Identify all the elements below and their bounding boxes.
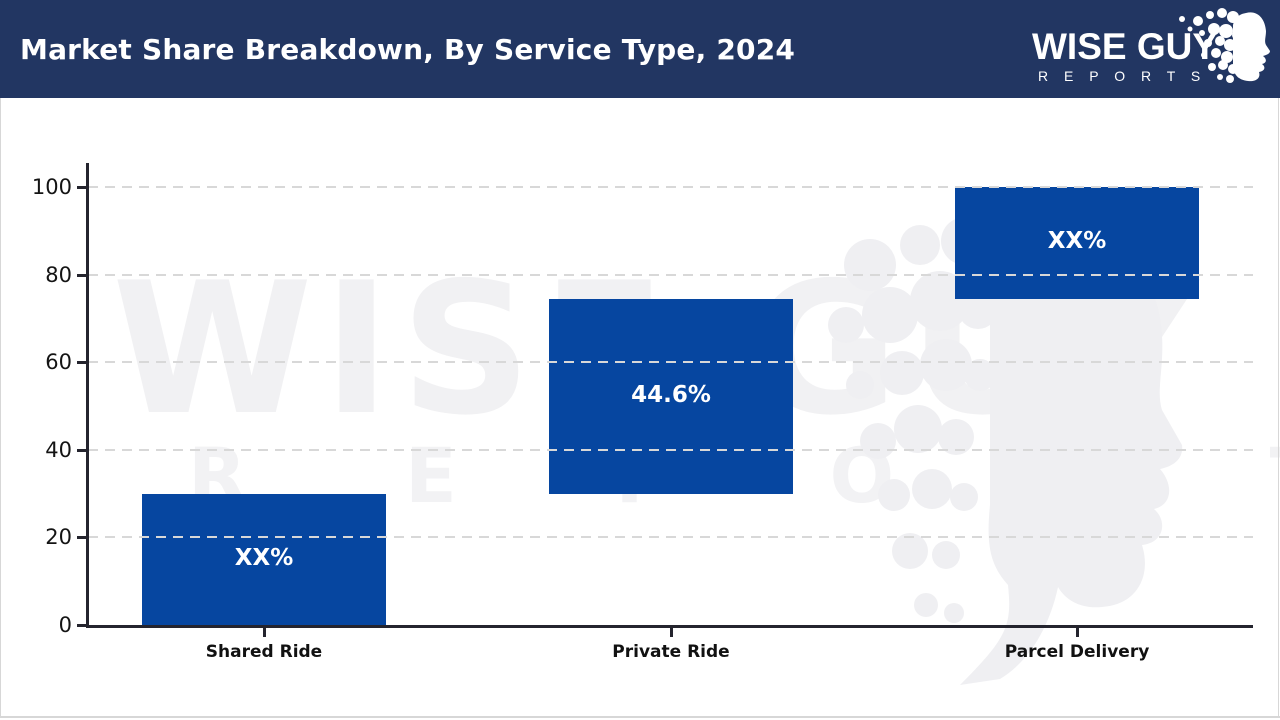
x-tick-mark-1 [669, 628, 673, 637]
gridline-40 [88, 448, 1253, 451]
logo-text-line1: WISE GUY [1032, 26, 1217, 67]
y-axis-line [86, 163, 89, 628]
gridline-20 [88, 536, 1253, 539]
y-tick-mark-60 [77, 361, 86, 365]
y-tick-mark-0 [77, 624, 86, 627]
chart-title: Market Share Breakdown, By Service Type,… [20, 32, 796, 66]
gridline-100 [88, 186, 1253, 188]
chart-area: XX% 44.6% XX% 0 20 40 60 80 100 Shared Ride Priv… [0, 98, 1280, 720]
x-category-label-private-ride: Private Ride [612, 642, 730, 662]
bar-parcel-delivery: XX% [955, 187, 1199, 300]
gridline-80 [88, 273, 1253, 276]
gridline-60 [88, 361, 1253, 364]
y-tick-label-100: 100 [31, 175, 72, 199]
x-axis-line [86, 625, 1253, 628]
bar-value-label: XX% [1047, 228, 1107, 255]
y-tick-label-20: 20 [45, 525, 72, 550]
bar-value-label: 44.6% [631, 381, 711, 408]
x-category-label-shared-ride: Shared Ride [205, 642, 323, 662]
x-tick-mark-0 [262, 628, 266, 637]
wiseguy-logo: WISE GUY R E P O R T S [1032, 8, 1270, 84]
bar-private-ride: 44.6% [549, 299, 793, 495]
y-tick-label-60: 60 [45, 350, 72, 375]
y-tick-label-40: 40 [45, 437, 72, 462]
left-border [0, 98, 1, 718]
bar-shared-ride: XX% [142, 494, 386, 625]
y-tick-mark-100 [77, 186, 86, 189]
x-category-label-parcel-delivery: Parcel Delivery [1004, 642, 1150, 662]
header-bar: Market Share Breakdown, By Service Type,… [0, 0, 1280, 98]
y-tick-mark-40 [77, 448, 86, 452]
logo-face-icon [1179, 8, 1270, 83]
y-tick-label-0: 0 [58, 613, 72, 637]
y-tick-label-80: 80 [45, 262, 72, 287]
bottom-divider [0, 716, 1280, 718]
y-tick-mark-20 [77, 536, 86, 540]
bar-value-label: XX% [234, 544, 294, 571]
logo-text-line2: R E P O R T S [1038, 68, 1206, 84]
right-border [1278, 98, 1279, 718]
x-tick-mark-2 [1075, 628, 1079, 637]
y-tick-mark-80 [77, 273, 86, 277]
